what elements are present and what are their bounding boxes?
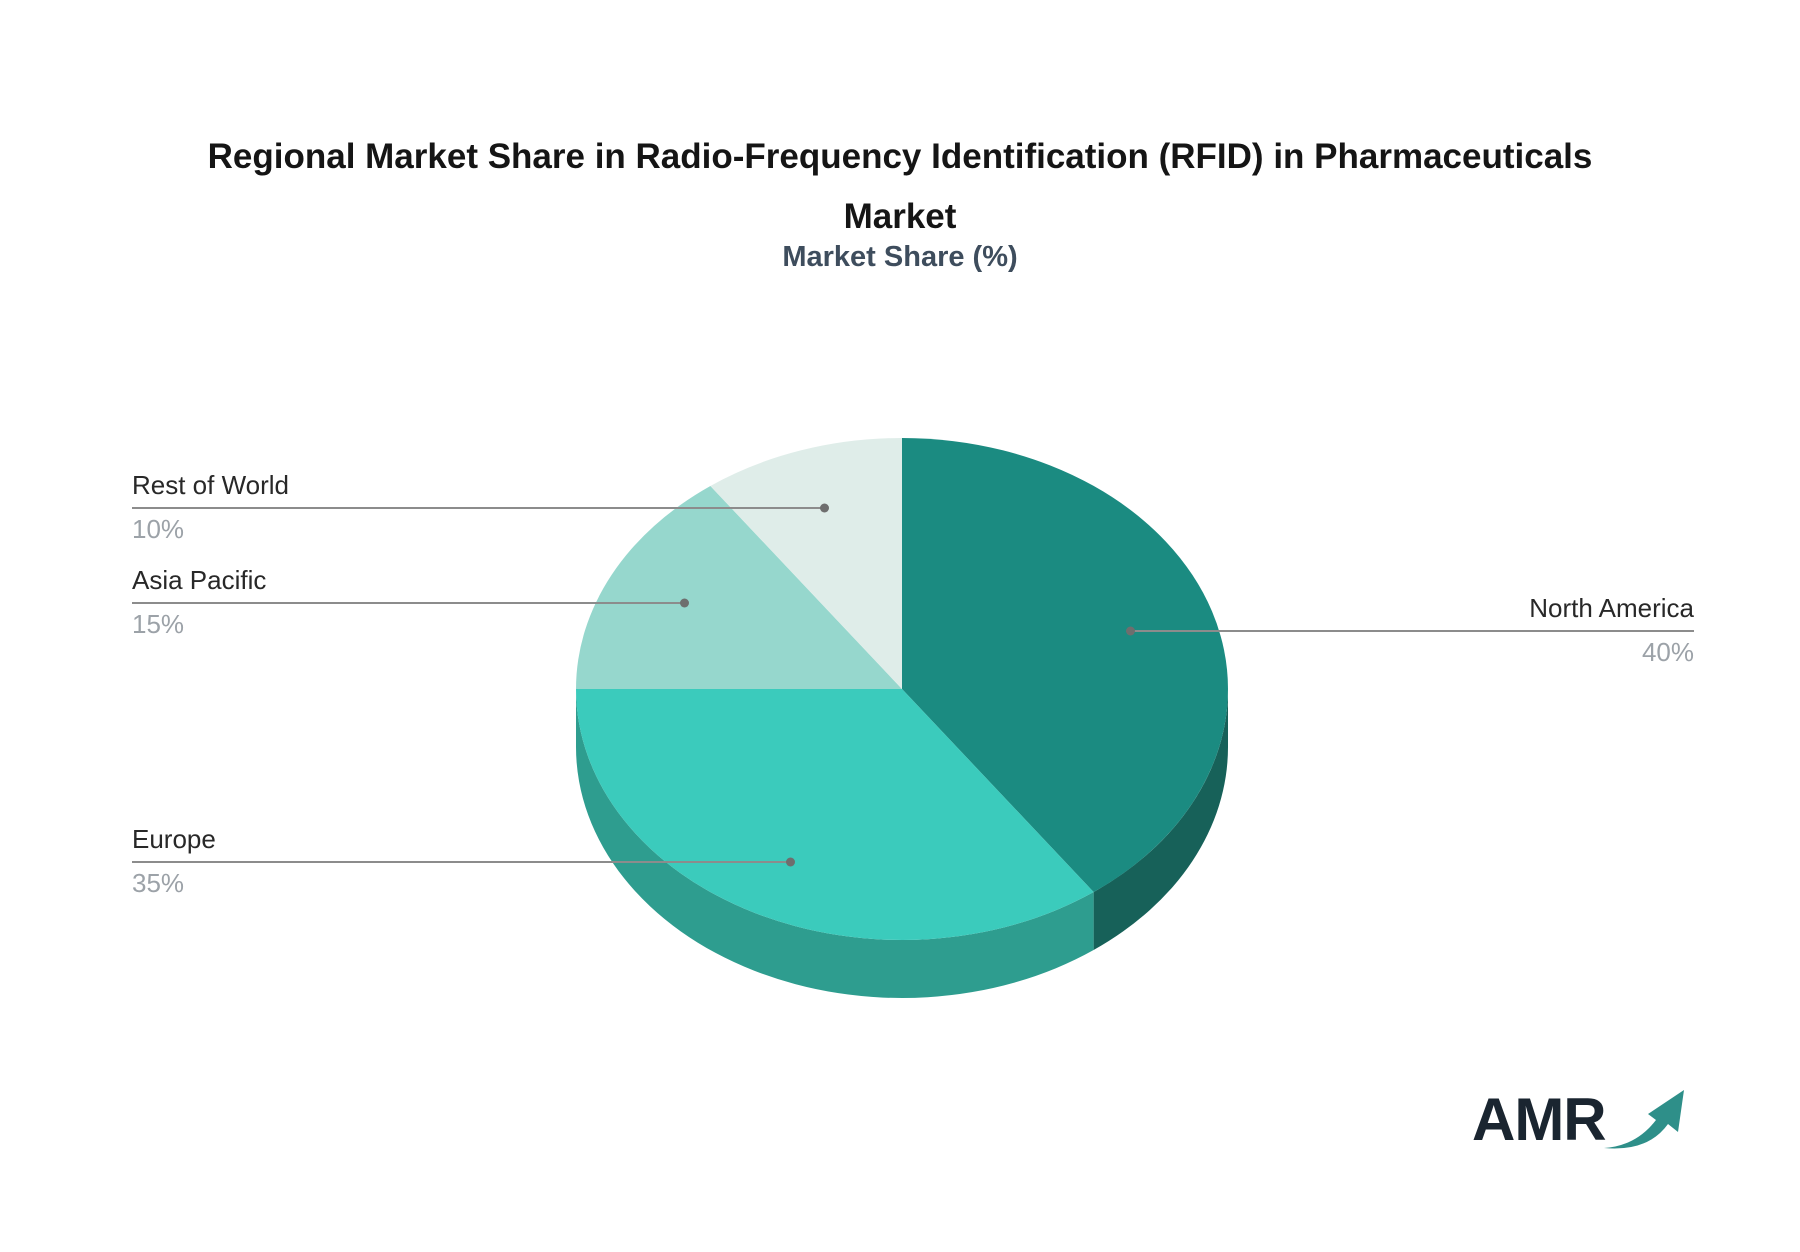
slice-label: Europe — [132, 824, 216, 854]
slice-value: 35% — [132, 868, 185, 898]
pie-slice-north-america[interactable] — [902, 438, 1228, 893]
pie-slice-europe[interactable] — [576, 689, 1094, 940]
slice-label: Asia Pacific — [132, 565, 267, 595]
growth-arrow-icon — [1603, 1090, 1684, 1149]
pie-slice-side-north-america — [1093, 689, 1228, 951]
callout-north-america: North America 40% — [1128, 595, 1694, 665]
leader-line — [132, 602, 687, 604]
chart-title-line2: Market — [843, 197, 957, 236]
pie-slice-rest-of-world[interactable] — [710, 438, 902, 689]
slice-label: North America — [1529, 593, 1694, 623]
slice-value: 10% — [132, 514, 185, 544]
chart-title-line1: Regional Market Share in Radio-Frequency… — [207, 137, 1593, 176]
amr-logo: AMR — [1472, 1090, 1690, 1154]
pie-slice-side-europe — [576, 689, 1094, 998]
callout-rest-of-world: Rest of World 10% — [132, 472, 827, 542]
chart-title: Regional Market Share in Radio-Frequency… — [0, 127, 1800, 247]
leader-line — [132, 861, 793, 863]
amr-logo-text: AMR — [1472, 1086, 1607, 1153]
slice-value: 15% — [132, 609, 185, 639]
pie-slice-asia-pacific[interactable] — [576, 485, 902, 689]
slice-value: 40% — [1641, 637, 1694, 667]
callout-europe: Europe 35% — [132, 826, 793, 896]
callout-asia-pacific: Asia Pacific 15% — [132, 567, 687, 637]
slice-label: Rest of World — [132, 470, 290, 500]
chart-subtitle: Market Share (%) — [782, 241, 1018, 273]
leader-line — [132, 507, 827, 509]
leader-line — [1128, 630, 1694, 632]
